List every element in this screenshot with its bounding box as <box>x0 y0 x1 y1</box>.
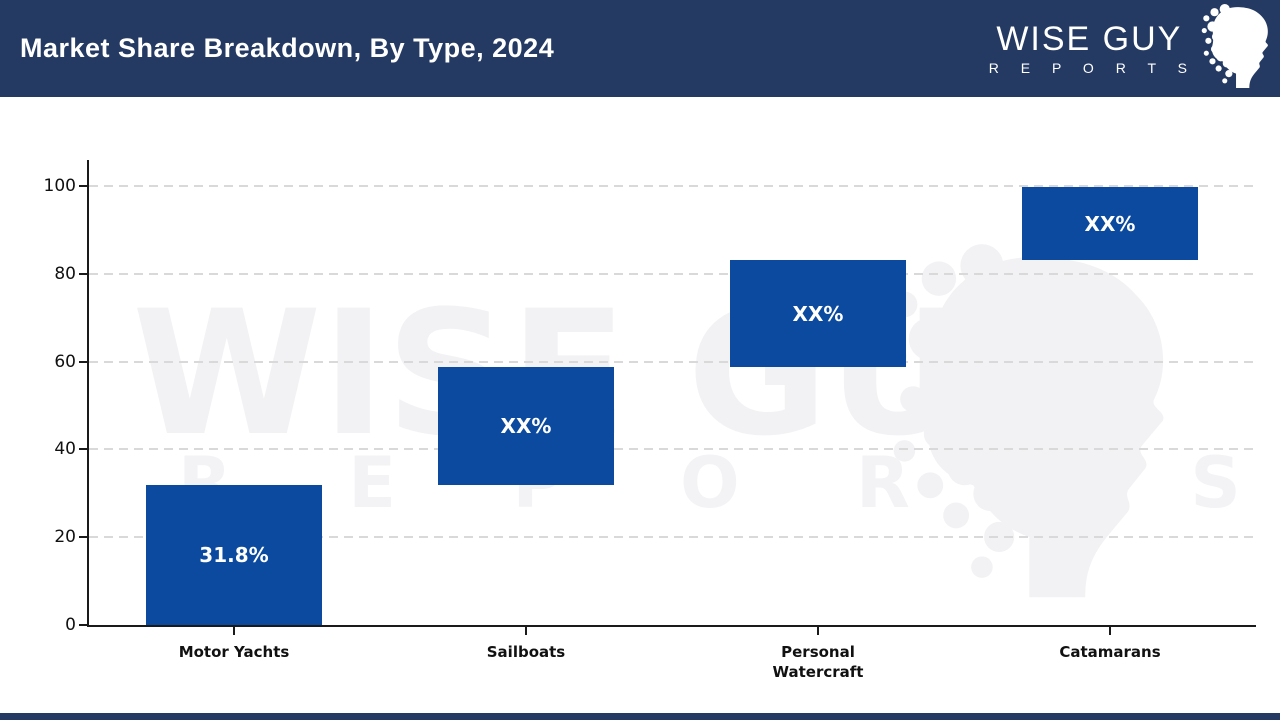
brand-subname: R E P O R T S <box>988 59 1196 76</box>
y-tick-mark <box>79 360 87 363</box>
y-tick-label: 0 <box>65 615 76 635</box>
y-tick-label: 80 <box>54 263 76 284</box>
footer-band <box>0 713 1280 720</box>
head-profile-logo-icon <box>1198 4 1272 94</box>
x-category-label: Sailboats <box>486 643 566 661</box>
bar: 31.8% <box>146 485 322 625</box>
bar: XX% <box>730 260 906 367</box>
y-tick-mark <box>79 448 87 451</box>
watermark-head-icon <box>870 225 1180 629</box>
x-tick-mark <box>233 627 235 635</box>
grid-line <box>89 360 1256 363</box>
y-axis-line <box>87 160 89 627</box>
x-tick-mark <box>817 627 819 635</box>
bar: XX% <box>1022 186 1198 261</box>
x-tick-mark <box>525 627 527 635</box>
bar-value-label: XX% <box>500 414 552 439</box>
brand-name: WISE GUY <box>996 20 1183 59</box>
header-band: Market Share Breakdown, By Type, 2024 WI… <box>0 0 1280 97</box>
grid-line <box>89 448 1256 451</box>
page-title: Market Share Breakdown, By Type, 2024 <box>20 33 555 63</box>
grid-line <box>89 185 1256 187</box>
y-tick-mark <box>79 536 87 539</box>
x-category-label: Personal Watercraft <box>772 643 864 682</box>
x-category-label: Catamarans <box>1059 643 1161 661</box>
x-axis-line <box>87 625 1256 627</box>
x-category-label: Motor Yachts <box>178 643 290 661</box>
y-tick-mark <box>79 624 87 626</box>
bar-value-label: 31.8% <box>199 543 269 568</box>
brand-logo: WISE GUY R E P O R T S <box>983 4 1272 94</box>
grid-line <box>89 536 1256 539</box>
bar-value-label: XX% <box>792 301 844 326</box>
y-tick-mark <box>79 272 87 275</box>
brand-logo-text: WISE GUY R E P O R T S <box>983 20 1196 76</box>
y-tick-label: 60 <box>54 351 76 372</box>
grid-line <box>89 272 1256 275</box>
x-tick-mark <box>1109 627 1111 635</box>
bar-value-label: XX% <box>1084 211 1136 236</box>
y-tick-label: 20 <box>54 527 76 548</box>
y-tick-label: 40 <box>54 439 76 460</box>
y-tick-label: 100 <box>43 176 76 196</box>
bar: XX% <box>438 366 614 486</box>
y-tick-mark <box>79 185 87 187</box>
